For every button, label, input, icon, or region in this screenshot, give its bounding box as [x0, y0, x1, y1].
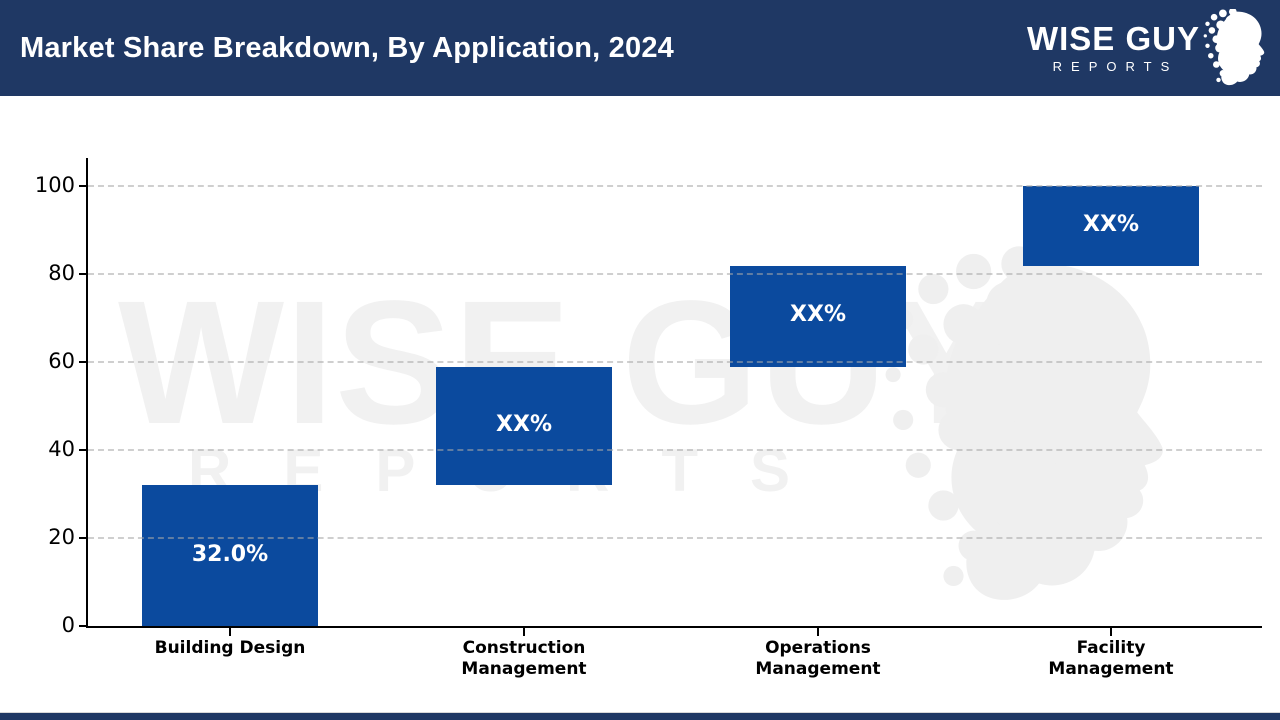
y-axis-line: [86, 158, 88, 628]
gridline-40: [88, 449, 1262, 451]
waterfall-bar: [142, 485, 318, 626]
brand-logo-text: WISE GUY REPORTS: [1027, 22, 1200, 74]
page-title: Market Share Breakdown, By Application, …: [20, 31, 674, 64]
watermark-face-icon: [878, 226, 1180, 634]
gridline-80: [88, 273, 1262, 275]
y-tick: [79, 537, 88, 539]
y-tick-label: 40: [48, 437, 75, 461]
bar-value-label: XX%: [496, 412, 552, 438]
x-tick: [1110, 627, 1112, 636]
brand-logo: WISE GUY REPORTS: [1027, 7, 1268, 88]
y-tick: [79, 449, 88, 451]
x-category-label: Construction Management: [461, 638, 587, 679]
waterfall-bar: [436, 366, 612, 486]
bar-value-label: 32.0%: [191, 541, 269, 567]
y-tick-label: 60: [48, 349, 75, 373]
x-category-label: Facility Management: [1048, 638, 1174, 679]
waterfall-bar: [730, 265, 906, 367]
y-tick-label: 100: [34, 173, 75, 197]
y-tick-label: 80: [48, 261, 75, 285]
dotted-face-profile-icon: [1202, 7, 1268, 87]
logo-subtext: REPORTS: [1052, 58, 1179, 74]
y-tick: [79, 185, 88, 187]
x-tick: [817, 627, 819, 636]
bar-value-label: XX%: [1083, 211, 1139, 237]
y-tick: [79, 625, 88, 627]
x-tick: [229, 627, 231, 636]
x-category-label: Building Design: [154, 638, 306, 658]
y-tick: [79, 273, 88, 275]
footer-divider: [0, 712, 1280, 713]
bar-value-label: XX%: [790, 302, 846, 328]
y-tick: [79, 361, 88, 363]
x-axis-line: [86, 626, 1262, 628]
gridline-60: [88, 361, 1262, 363]
waterfall-bar: [1023, 186, 1199, 266]
x-category-label: Operations Management: [755, 638, 881, 679]
y-tick-label: 20: [48, 525, 75, 549]
logo-wordmark: WISE GUY: [1026, 20, 1200, 58]
y-tick-label: 0: [61, 613, 75, 637]
footer-bar: [0, 713, 1280, 720]
gridline-100: [88, 185, 1262, 187]
gridline-20: [88, 537, 1262, 539]
x-tick: [523, 627, 525, 636]
header-bar: Market Share Breakdown, By Application, …: [0, 0, 1280, 96]
